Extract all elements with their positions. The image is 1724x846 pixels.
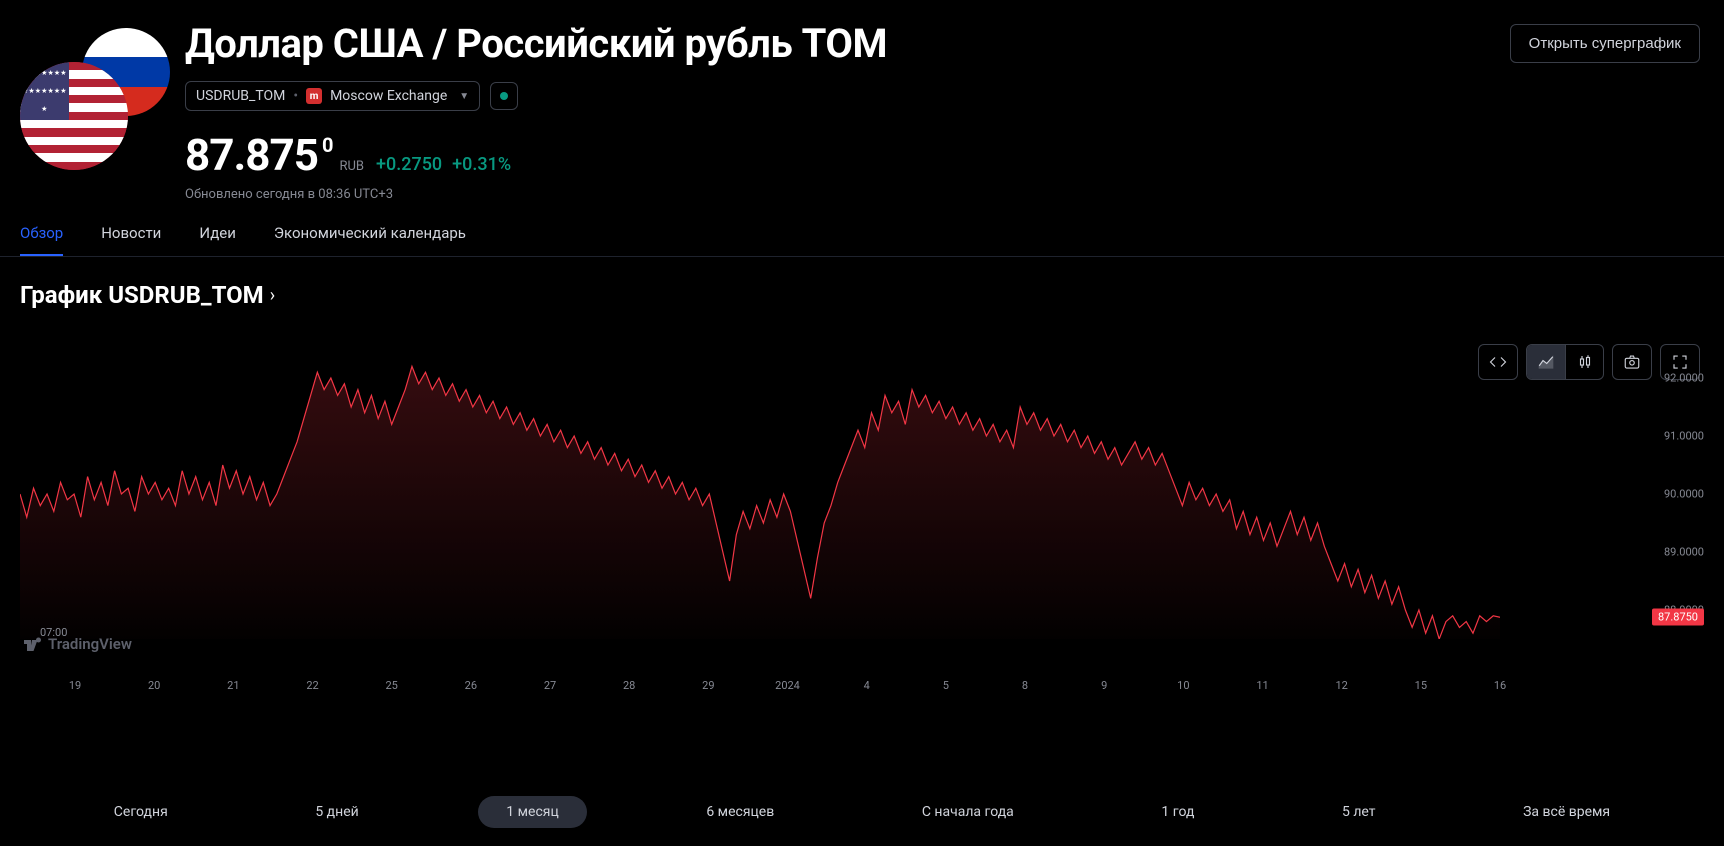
updated-timestamp: Обновлено сегодня в 08:36 UTC+3 (185, 187, 1704, 202)
page-title: Доллар США / Российский рубль TOM (185, 20, 1704, 67)
tab-Новости[interactable]: Новости (101, 224, 161, 256)
x-tick-label: 15 (1415, 679, 1427, 692)
x-tick-label: 5 (943, 679, 949, 692)
y-tick-label: 89.0000 (1664, 546, 1704, 559)
x-tick-label: 22 (306, 679, 318, 692)
range-Сегодня[interactable]: Сегодня (86, 796, 196, 828)
x-tick-label: 21 (227, 679, 239, 692)
x-tick-label: 12 (1335, 679, 1347, 692)
y-tick-label: 92.0000 (1664, 372, 1704, 385)
price-chart (20, 349, 1500, 639)
x-tick-label: 2024 (775, 679, 800, 692)
y-axis: 88.000089.000090.000091.000092.000087.87… (1644, 349, 1704, 639)
market-status[interactable] (490, 82, 518, 110)
chart-title-text: График USDRUB_TOM (20, 281, 264, 309)
header: ★★★★★★★★★★★★★★★ Доллар США / Российский … (0, 0, 1724, 202)
range-За всё время[interactable]: За всё время (1495, 796, 1638, 828)
tab-Обзор[interactable]: Обзор (20, 224, 63, 256)
price-row: 87.875 0 RUB +0.2750 +0.31% (185, 129, 1704, 181)
range-С начала года[interactable]: С начала года (894, 796, 1042, 828)
symbol-row: USDRUB_TOM • m Moscow Exchange ▼ (185, 81, 1704, 111)
x-tick-label: 28 (623, 679, 635, 692)
change-absolute: +0.2750 (376, 154, 442, 175)
x-tick-label: 9 (1101, 679, 1107, 692)
symbol-selector[interactable]: USDRUB_TOM • m Moscow Exchange ▼ (185, 81, 480, 111)
currency-flags: ★★★★★★★★★★★★★★★ (20, 20, 170, 170)
exchange-name: Moscow Exchange (330, 88, 447, 104)
change-percent: +0.31% (452, 154, 511, 175)
range-6 месяцев[interactable]: 6 месяцев (678, 796, 802, 828)
flag-us-icon: ★★★★★★★★★★★★★★★ (20, 62, 128, 170)
tab-Экономический календарь[interactable]: Экономический календарь (274, 224, 466, 256)
tradingview-watermark: TradingView (24, 635, 132, 653)
range-5 дней[interactable]: 5 дней (287, 796, 386, 828)
chart-area[interactable]: 88.000089.000090.000091.000092.000087.87… (20, 349, 1704, 709)
dot-separator: • (293, 88, 298, 104)
y-tick-label: 90.0000 (1664, 488, 1704, 501)
x-tick-label: 10 (1177, 679, 1189, 692)
x-tick-label: 27 (544, 679, 556, 692)
tabs: Обзор Новости Идеи Экономический календарь (0, 202, 1724, 257)
currency-label: RUB (339, 159, 364, 174)
x-tick-label: 29 (702, 679, 714, 692)
x-tick-label: 19 (69, 679, 81, 692)
status-dot-icon (500, 92, 508, 100)
range-5 лет[interactable]: 5 лет (1314, 796, 1404, 828)
tab-Идеи[interactable]: Идеи (199, 224, 236, 256)
x-tick-label: 20 (148, 679, 160, 692)
exchange-icon: m (306, 88, 322, 104)
x-tick-label: 4 (864, 679, 870, 692)
chevron-right-icon: › (270, 285, 275, 306)
symbol-code: USDRUB_TOM (196, 88, 285, 104)
watermark-text: TradingView (48, 635, 132, 653)
chart-title[interactable]: График USDRUB_TOM › (20, 281, 1704, 309)
open-superchart-button[interactable]: Открыть суперграфик (1510, 24, 1700, 63)
header-content: Доллар США / Российский рубль TOM USDRUB… (185, 20, 1704, 202)
time-range-selector: Сегодня 5 дней 1 месяц 6 месяцев С начала го… (0, 796, 1724, 828)
chart-section: График USDRUB_TOM › (0, 257, 1724, 709)
current-price-tag: 87.8750 (1652, 609, 1704, 626)
x-tick-label: 26 (465, 679, 477, 692)
x-tick-label: 8 (1022, 679, 1028, 692)
x-tick-label: 11 (1256, 679, 1268, 692)
y-tick-label: 91.0000 (1664, 430, 1704, 443)
range-1 год[interactable]: 1 год (1133, 796, 1222, 828)
chevron-down-icon: ▼ (459, 91, 469, 102)
range-1 месяц[interactable]: 1 месяц (478, 796, 586, 828)
price-fraction: 0 (322, 133, 333, 157)
x-tick-label: 16 (1494, 679, 1506, 692)
x-tick-label: 25 (385, 679, 397, 692)
price-value: 87.875 (185, 129, 318, 181)
